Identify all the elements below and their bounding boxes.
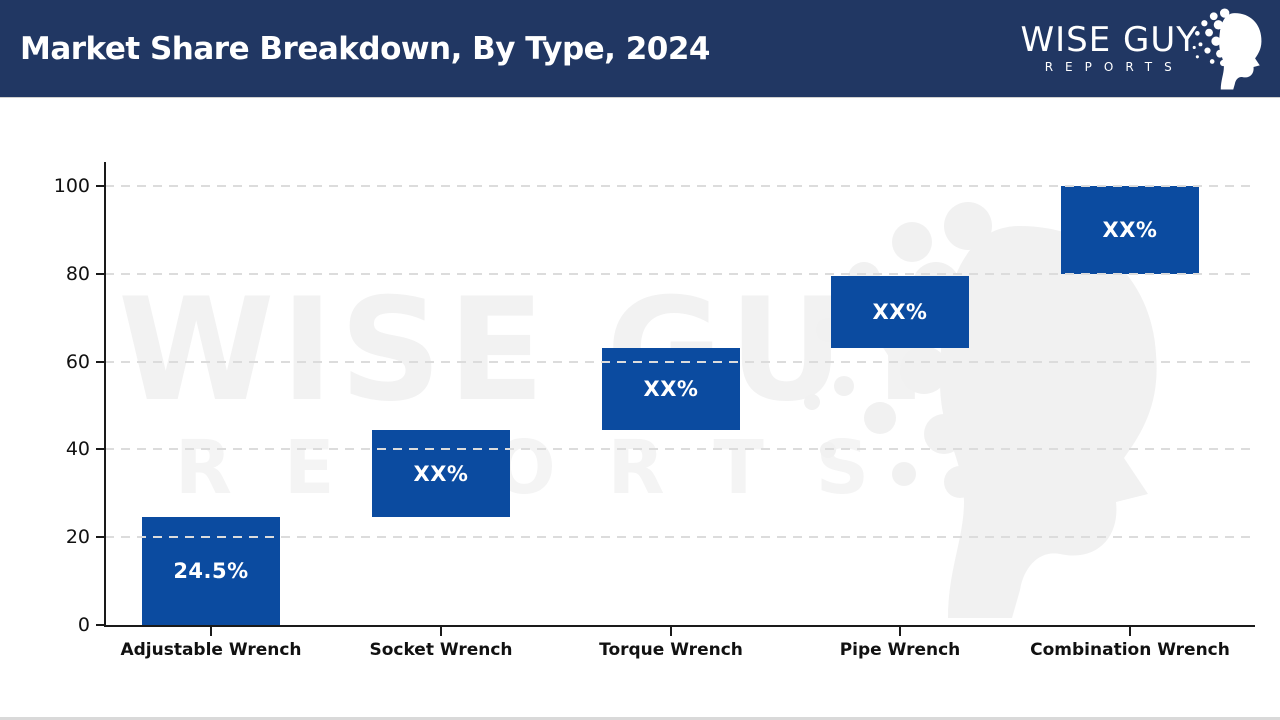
y-tick-label-60: 60: [65, 350, 90, 373]
gridline-60: [105, 360, 1255, 363]
header-bar: Market Share Breakdown, By Type, 2024 WI…: [0, 0, 1280, 98]
footer-divider: [0, 717, 1280, 720]
gridline-80: [105, 272, 1255, 275]
x-tick-1: [440, 627, 442, 636]
x-axis-line: [104, 625, 1255, 627]
bar-value-label: XX%: [872, 300, 928, 325]
y-tick-label-80: 80: [65, 262, 90, 285]
x-label-4: Combination Wrench: [1030, 640, 1230, 660]
y-tick-80: [96, 272, 105, 275]
x-tick-2: [670, 627, 672, 636]
logo-text-block: WISE GUY REPORTS: [1020, 19, 1198, 75]
gridline-100: [105, 185, 1255, 187]
y-tick-20: [96, 536, 105, 539]
x-tick-4: [1129, 627, 1131, 636]
bar-socket-wrench: XX%: [372, 429, 510, 518]
y-tick-label-100: 100: [53, 175, 90, 197]
bar-value-label: XX%: [643, 377, 699, 402]
watermark-subtext: REPORTS: [175, 425, 922, 511]
bar-adjustable-wrench: 24.5%: [142, 517, 280, 625]
y-tick-0: [96, 624, 105, 626]
x-label-3: Pipe Wrench: [839, 640, 961, 660]
y-tick-60: [96, 360, 105, 363]
bar-combination-wrench: XX%: [1061, 186, 1199, 274]
x-label-0: Adjustable Wrench: [120, 640, 302, 660]
bar-pipe-wrench: XX%: [831, 275, 969, 349]
x-tick-3: [899, 627, 901, 636]
gridline-40: [105, 448, 1255, 451]
y-tick-label-0: 0: [77, 614, 90, 636]
bar-value-label: XX%: [1102, 217, 1158, 242]
y-axis-line: [104, 162, 106, 627]
wiseguy-logo: WISE GUY REPORTS: [1020, 6, 1266, 91]
y-tick-100: [96, 185, 105, 187]
x-label-2: Torque Wrench: [599, 640, 743, 660]
x-tick-0: [210, 627, 212, 636]
y-tick-label-20: 20: [65, 526, 90, 549]
logo-wordmark: WISE GUY: [1020, 19, 1198, 60]
logo-head-icon: [1192, 7, 1262, 90]
y-tick-label-40: 40: [65, 438, 90, 461]
y-tick-40: [96, 448, 105, 451]
bar-value-label: 24.5%: [173, 559, 249, 584]
logo-subtext: REPORTS: [1044, 60, 1184, 75]
page-title: Market Share Breakdown, By Type, 2024: [20, 30, 711, 67]
bar-value-label: XX%: [413, 461, 469, 486]
gridline-20: [105, 536, 1255, 539]
x-label-1: Socket Wrench: [369, 640, 513, 660]
